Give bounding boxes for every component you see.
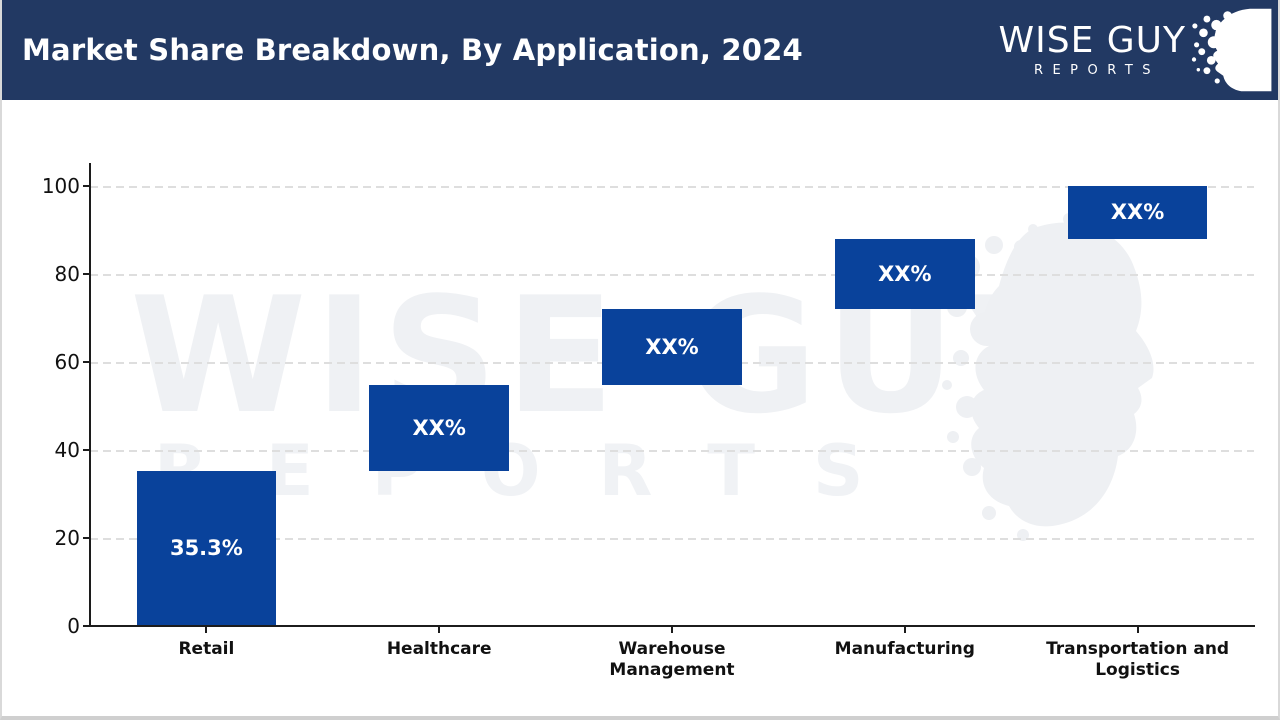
gridline-100 bbox=[90, 185, 1254, 188]
x-category-label-manufacturing: Manufacturing bbox=[834, 639, 975, 659]
x-tick-mark bbox=[1136, 627, 1139, 633]
y-tick-mark bbox=[83, 184, 90, 187]
x-category-label-retail: Retail bbox=[178, 639, 235, 659]
y-tick-mark bbox=[83, 448, 90, 451]
y-tick-mark bbox=[83, 625, 90, 627]
logo-text: WISE GUY REPORTS bbox=[998, 19, 1187, 78]
bar-warehouse-management: XX% bbox=[602, 309, 742, 385]
bar-healthcare: XX% bbox=[369, 384, 510, 471]
gridline-40 bbox=[90, 449, 1254, 452]
y-tick-label-0: 0 bbox=[67, 614, 80, 638]
y-tick-mark bbox=[83, 536, 90, 539]
bar-value-label: XX% bbox=[1110, 200, 1165, 225]
bar-transportation-and-logistics: XX% bbox=[1067, 185, 1208, 239]
y-tick-mark bbox=[83, 272, 90, 275]
x-category-label-transportation-and-logistics: Transportation and Logistics bbox=[1046, 639, 1230, 681]
logo-name: WISE GUY bbox=[998, 19, 1186, 61]
gridline-80 bbox=[90, 273, 1254, 276]
logo-tagline: REPORTS bbox=[1033, 62, 1161, 78]
y-tick-label-20: 20 bbox=[54, 525, 80, 550]
y-axis-line bbox=[89, 163, 91, 627]
bar-retail: 35.3% bbox=[136, 470, 277, 626]
y-tick-label-80: 80 bbox=[54, 261, 80, 286]
gridline-20 bbox=[90, 537, 1254, 540]
wiseguy-logo: WISE GUY REPORTS bbox=[999, 0, 1275, 100]
page-title: Market Share Breakdown, By Application, … bbox=[22, 33, 803, 67]
x-tick-mark bbox=[438, 627, 441, 633]
x-category-label-healthcare: Healthcare bbox=[386, 639, 492, 659]
logo-head-icon bbox=[1191, 8, 1272, 92]
y-tick-label-100: 100 bbox=[41, 173, 80, 198]
bar-value-label: XX% bbox=[645, 334, 699, 359]
y-tick-label-40: 40 bbox=[54, 437, 80, 462]
x-category-label-warehouse-management: Warehouse Management bbox=[609, 639, 735, 681]
chart-area: WISE GUY REPORTS 35.3% XX% XX% XX% XX% 0 20 40… bbox=[2, 100, 1278, 716]
bar-value-label: XX% bbox=[878, 261, 932, 286]
y-tick-mark bbox=[83, 360, 90, 363]
y-tick-label-60: 60 bbox=[54, 349, 80, 374]
plot-area: 35.3% XX% XX% XX% XX% bbox=[90, 163, 1254, 626]
x-tick-mark bbox=[671, 627, 673, 633]
header: Market Share Breakdown, By Application, … bbox=[2, 0, 1278, 100]
x-axis-line bbox=[89, 625, 1255, 627]
bar-value-label: XX% bbox=[412, 415, 466, 440]
bar-manufacturing: XX% bbox=[834, 238, 975, 310]
x-tick-mark bbox=[903, 627, 906, 633]
x-tick-mark bbox=[205, 627, 208, 633]
bar-value-label: 35.3% bbox=[169, 536, 243, 561]
